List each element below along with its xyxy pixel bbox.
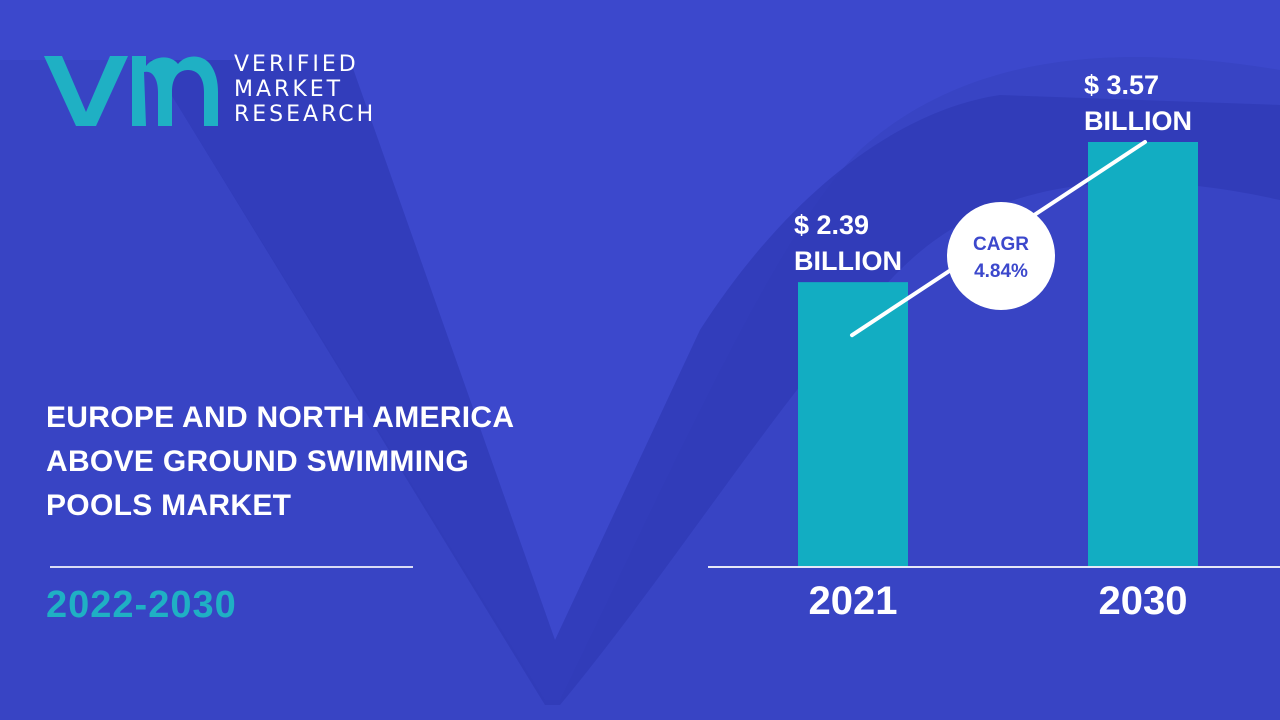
forecast-period: 2022-2030 [46,584,237,626]
cagr-label: CAGR [973,234,1029,255]
brand-line-market: MARKET [234,77,344,102]
cagr-badge [947,202,1055,310]
x-tick-2021: 2021 [809,579,898,623]
vmr-logo-icon [44,56,218,126]
brand-line-research: RESEARCH [234,102,377,127]
title-line-3: POOLS MARKET [46,489,292,522]
brand-logo: VERIFIED MARKET RESEARCH [42,48,402,138]
report-title: EUROPE AND NORTH AMERICA ABOVE GROUND SW… [46,396,586,528]
title-line-2: ABOVE GROUND SWIMMING [46,445,469,478]
title-divider [50,566,413,568]
value-label-2030-amount: $ 3.57 [1084,70,1159,100]
brand-line-verified: VERIFIED [234,52,359,77]
value-label-2030-unit: BILLION [1084,106,1192,136]
title-line-1: EUROPE AND NORTH AMERICA [46,401,515,434]
bar-2030 [1088,142,1198,566]
value-label-2021-amount: $ 2.39 [794,210,869,240]
background-v-inner [150,60,1280,705]
cagr-value: 4.84% [974,261,1028,282]
bar-2021 [798,282,908,566]
value-label-2021-unit: BILLION [794,246,902,276]
x-tick-2030: 2030 [1099,579,1188,623]
